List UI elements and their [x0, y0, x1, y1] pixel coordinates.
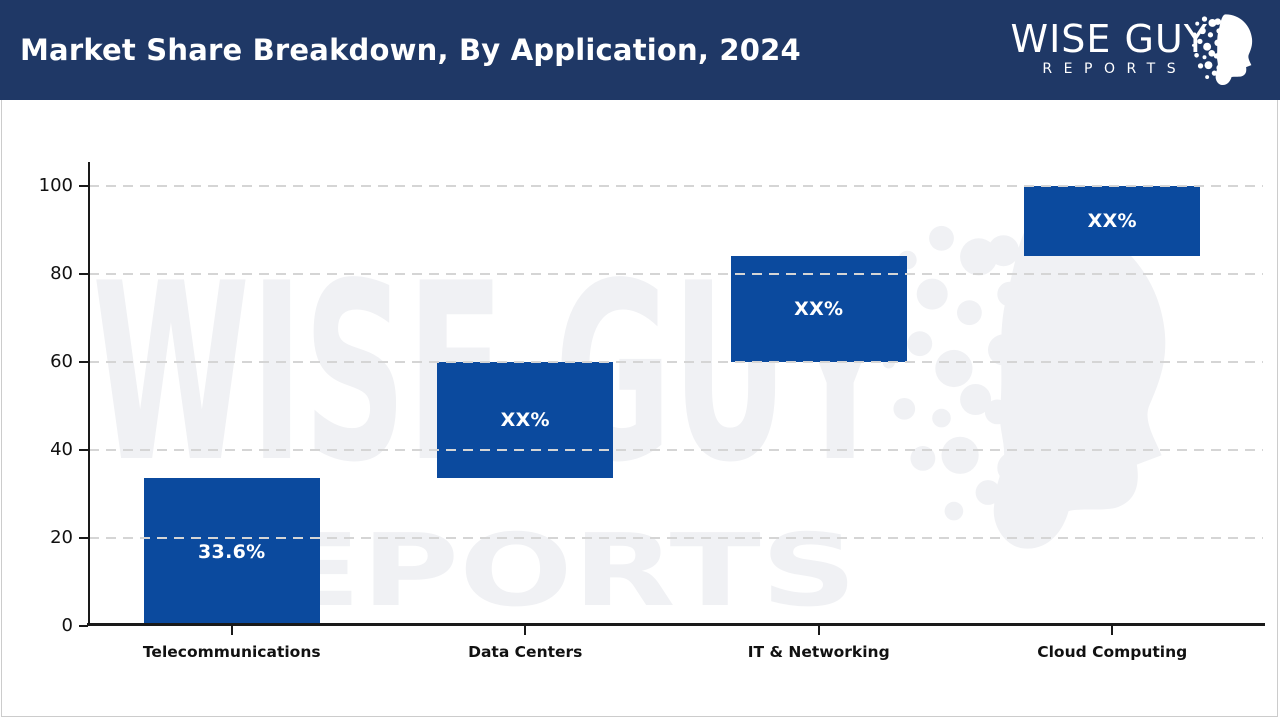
x-axis-line — [87, 623, 1265, 626]
gridline — [89, 449, 1263, 451]
x-category-label: IT & Networking — [747, 643, 890, 661]
bar-value-label: XX% — [500, 409, 550, 432]
x-category-label: Cloud Computing — [1037, 643, 1188, 661]
y-axis-tick — [79, 185, 88, 187]
bar-cloud-computing: XX% — [1024, 186, 1201, 257]
chart-card: WISE GUY REPORTS 0 20 40 60 80 100 33.6% Teleco… — [1, 100, 1278, 717]
x-axis-tick — [817, 626, 820, 635]
y-tick-label: 100 — [38, 175, 73, 196]
y-axis-line — [88, 162, 90, 626]
gridline — [89, 273, 1263, 275]
logo-wordmark: WISE GUY — [1010, 16, 1208, 61]
x-category-label: Telecommunications — [142, 643, 321, 661]
bar-data-centers: XX% — [437, 362, 614, 479]
x-axis-tick — [524, 626, 527, 635]
y-axis-tick — [79, 625, 88, 627]
header: Market Share Breakdown, By Application, … — [0, 0, 1280, 100]
bar-value-label: 33.6% — [198, 541, 266, 564]
wiseguy-logo-text: WISE GUY REPORTS — [1011, 20, 1208, 77]
logo-subtitle: REPORTS — [1042, 60, 1188, 77]
gridline — [89, 185, 1263, 187]
bar-telecommunications: 33.6% — [143, 478, 320, 626]
bar-value-label: XX% — [1087, 210, 1137, 233]
bar-value-label: XX% — [794, 298, 844, 321]
y-tick-label: 20 — [50, 527, 73, 548]
y-axis-tick — [79, 537, 88, 539]
y-tick-label: 0 — [61, 615, 73, 636]
gridline — [89, 537, 1263, 539]
y-tick-label: 80 — [50, 263, 73, 284]
x-axis-tick — [1111, 626, 1114, 635]
x-axis-tick — [230, 626, 233, 635]
page-title: Market Share Breakdown, By Application, … — [20, 33, 801, 67]
gridline — [89, 361, 1263, 363]
wiseguy-face-icon — [1191, 14, 1253, 86]
y-axis-tick — [79, 449, 88, 451]
plot-area: 0 20 40 60 80 100 33.6% Telecommunications XX% Da… — [39, 162, 1265, 661]
y-axis-tick — [79, 361, 88, 363]
y-tick-label: 40 — [50, 439, 73, 460]
y-axis-tick — [79, 273, 88, 275]
y-tick-label: 60 — [50, 351, 73, 372]
x-category-label: Data Centers — [468, 643, 583, 661]
wiseguy-logo: WISE GUY REPORTS — [1011, 13, 1254, 87]
